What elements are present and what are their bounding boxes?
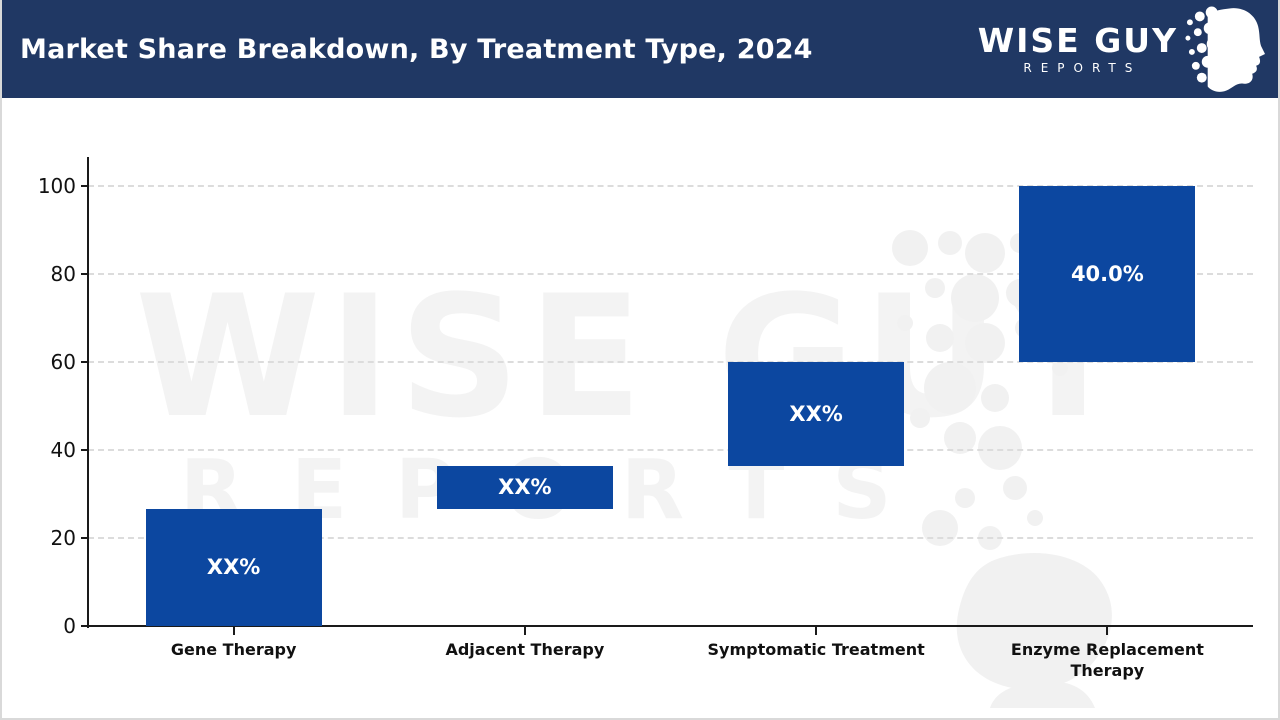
x-axis-spine	[87, 625, 1253, 627]
bar-value-label-1: XX%	[206, 555, 261, 580]
y-tick-label-80: 80	[50, 262, 76, 286]
y-tick-label-40: 40	[50, 438, 76, 462]
header-bar: Market Share Breakdown, By Treatment Typ…	[0, 0, 1280, 98]
bar-4: 40.0%	[1019, 186, 1196, 362]
bar-2: XX%	[436, 465, 613, 509]
x-tick-1	[232, 627, 235, 635]
bar-3: XX%	[728, 362, 905, 466]
gridline-40	[88, 449, 1253, 451]
wiseguy-logo: WISE GUY REPORTS	[978, 4, 1266, 94]
y-tick-label-20: 20	[50, 526, 76, 550]
y-tick-0	[81, 625, 88, 627]
wiseguy-face-icon	[1185, 6, 1266, 92]
y-tick-100	[81, 185, 88, 187]
y-axis-spine	[87, 157, 89, 628]
x-tick-2	[523, 627, 526, 635]
x-tick-4	[1106, 627, 1109, 635]
y-tick-80	[81, 273, 88, 275]
y-tick-label-100: 100	[37, 174, 76, 198]
x-category-label-3: Symptomatic Treatment	[707, 640, 925, 659]
wiseguy-logo-text: WISE GUY REPORTS	[978, 24, 1178, 74]
bar-value-label-2: XX%	[498, 475, 552, 500]
y-tick-60	[81, 361, 88, 363]
y-tick-20	[81, 537, 88, 539]
bar-value-label-3: XX%	[789, 401, 843, 426]
logo-subtitle: REPORTS	[1023, 61, 1142, 75]
gridline-20	[88, 537, 1253, 539]
x-category-label-1: Gene Therapy	[170, 640, 297, 659]
chart-title: Market Share Breakdown, By Treatment Typ…	[20, 33, 813, 65]
bar-1: XX%	[145, 508, 322, 626]
bar-value-label-4: 40.0%	[1070, 262, 1144, 286]
x-category-label-2: Adjacent Therapy	[445, 640, 605, 659]
gridline-80	[88, 273, 1253, 275]
y-tick-label-0: 0	[63, 614, 76, 638]
gridline-60	[88, 361, 1253, 363]
plot-area: 0 20 40 60 80 100 XX% Gene Therapy XX% Adjacent T…	[0, 98, 1280, 720]
x-category-label-4: Enzyme Replacement Therapy	[1010, 640, 1204, 680]
logo-wordmark: WISE GUY	[977, 21, 1178, 60]
y-tick-40	[81, 449, 88, 451]
y-tick-label-60: 60	[50, 350, 76, 374]
gridline-100	[88, 185, 1253, 187]
x-tick-3	[815, 627, 818, 635]
